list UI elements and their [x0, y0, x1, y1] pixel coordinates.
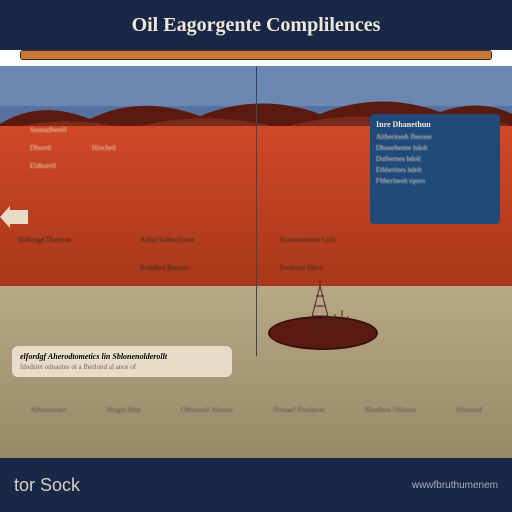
footer: tor Sock wwwfbruthumenem [0, 458, 512, 512]
bl-1: Hnrget Hlep [106, 406, 141, 414]
card-title: elfordgf Aherodtometics lin Sblonenolder… [20, 352, 224, 361]
arrow-label: LA [0, 212, 9, 221]
rp-item-1: Dhunehenne hdolt [376, 144, 494, 152]
label-mr-1: Punleratt fthere [280, 264, 323, 272]
bl-5: Hlunnsef [456, 406, 482, 414]
label-mc-0: Adhel Sathnelforstt [140, 236, 195, 244]
right-panel-title: Inre Dhanethun [376, 120, 494, 129]
rp-item-0: Altherinesh fherone [376, 133, 494, 141]
footer-brand: tor Sock [14, 475, 80, 496]
rp-item-4: Fltherinesh tquoo [376, 177, 494, 185]
bottom-label-row: Althonesrare Hnrget Hlep Olhneresh Ithun… [10, 406, 502, 414]
arrow-callout: LA [0, 206, 28, 228]
header: Oil Eagorgente Complilences [0, 0, 512, 50]
bl-2: Olhneresh Ithunea [181, 406, 233, 414]
main-diagram: Sunnadherell Dhurell Hinchell Eldhurell … [0, 66, 512, 458]
rp-item-2: Dulhernes bdolt [376, 155, 494, 163]
page-title: Oil Eagorgente Complilences [132, 14, 381, 37]
footer-url: wwwfbruthumenem [412, 480, 498, 491]
oil-rig-icon [300, 276, 360, 326]
bl-0: Althonesrare [30, 406, 66, 414]
label-tl-3: Eldhurell [30, 162, 56, 170]
label-mc-1: Roddhed Banestt [140, 264, 188, 272]
label-tl-2: Hinchell [92, 144, 116, 152]
bl-3: Hernaef Blanherin [273, 406, 325, 414]
bl-4: Blasdhen Olthuret [365, 406, 416, 414]
info-card: elfordgf Aherodtometics lin Sblonenolder… [12, 346, 232, 377]
center-divider [256, 66, 257, 356]
card-subtitle: fdodsret odnautes ol a fherlond al anos … [20, 363, 224, 371]
rp-item-3: Ethherines hdelt [376, 166, 494, 174]
right-panel: Inre Dhanethun Altherinesh fherone Dhune… [370, 114, 500, 224]
label-tl-1: Dhurell [30, 144, 51, 152]
label-tl-0: Sunnadherell [30, 126, 67, 134]
divider-bar [20, 50, 492, 60]
label-ml-0: Bldhurgd Dlantron [18, 236, 71, 244]
label-mr-0: Honerotelvent Ctolt [280, 236, 336, 244]
